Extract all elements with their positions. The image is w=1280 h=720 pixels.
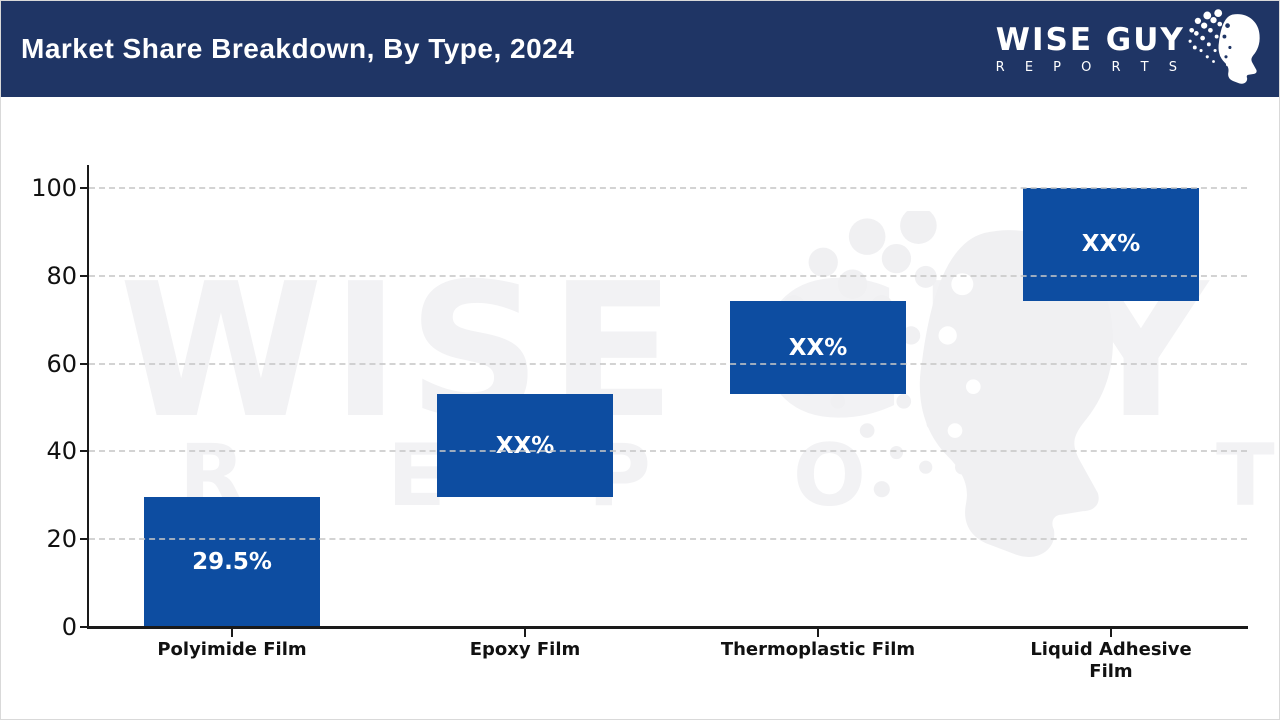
gridline — [89, 274, 1247, 277]
x-tick — [524, 629, 526, 637]
chart-title: Market Share Breakdown, By Type, 2024 — [21, 33, 575, 64]
x-axis-label: Polyimide Film — [157, 639, 307, 660]
y-tick — [80, 626, 88, 628]
bar-value-label: XX% — [1081, 231, 1141, 258]
y-tick — [80, 450, 88, 453]
bar-value-label: XX% — [495, 432, 555, 459]
x-axis-label: Liquid Adhesive Film — [1030, 639, 1192, 682]
y-tick — [80, 538, 88, 541]
x-tick — [817, 629, 819, 637]
x-axis-label: Thermoplastic Film — [720, 639, 916, 660]
gridline — [89, 450, 1247, 453]
bar: XX% — [730, 300, 906, 395]
y-tick — [80, 274, 88, 277]
y-tick-label: 100 — [31, 174, 77, 202]
bar: 29.5% — [144, 497, 320, 627]
x-tick — [231, 629, 233, 637]
bar-value-label: XX% — [788, 334, 848, 361]
x-axis-line — [87, 626, 1248, 629]
bar: XX% — [437, 394, 613, 498]
gridline — [89, 538, 1247, 541]
y-tick-label: 40 — [46, 437, 77, 466]
logo-subtitle: R E P O R T S — [995, 59, 1185, 75]
logo-wordmark: WISE GUY — [995, 22, 1185, 59]
y-tick-label: 20 — [46, 525, 77, 554]
y-tick — [80, 187, 88, 189]
gridline — [89, 362, 1247, 365]
logo-head-profile-icon — [1188, 9, 1260, 84]
wise-guy-reports-logo: WISE GUY R E P O R T S — [996, 7, 1265, 91]
y-tick-label: 80 — [46, 261, 77, 290]
gridline — [89, 187, 1247, 189]
header-band: Market Share Breakdown, By Type, 2024 WI… — [1, 1, 1279, 97]
y-axis-line — [87, 165, 89, 628]
logo-text: WISE GUY R E P O R T S — [996, 23, 1185, 74]
y-tick — [80, 362, 88, 365]
bar-value-label: 29.5% — [192, 549, 272, 576]
x-axis-label: Epoxy Film — [469, 639, 581, 660]
x-tick — [1110, 629, 1112, 637]
y-tick-label: 60 — [46, 349, 77, 378]
y-tick-label: 0 — [61, 613, 77, 641]
bar: XX% — [1023, 188, 1199, 301]
